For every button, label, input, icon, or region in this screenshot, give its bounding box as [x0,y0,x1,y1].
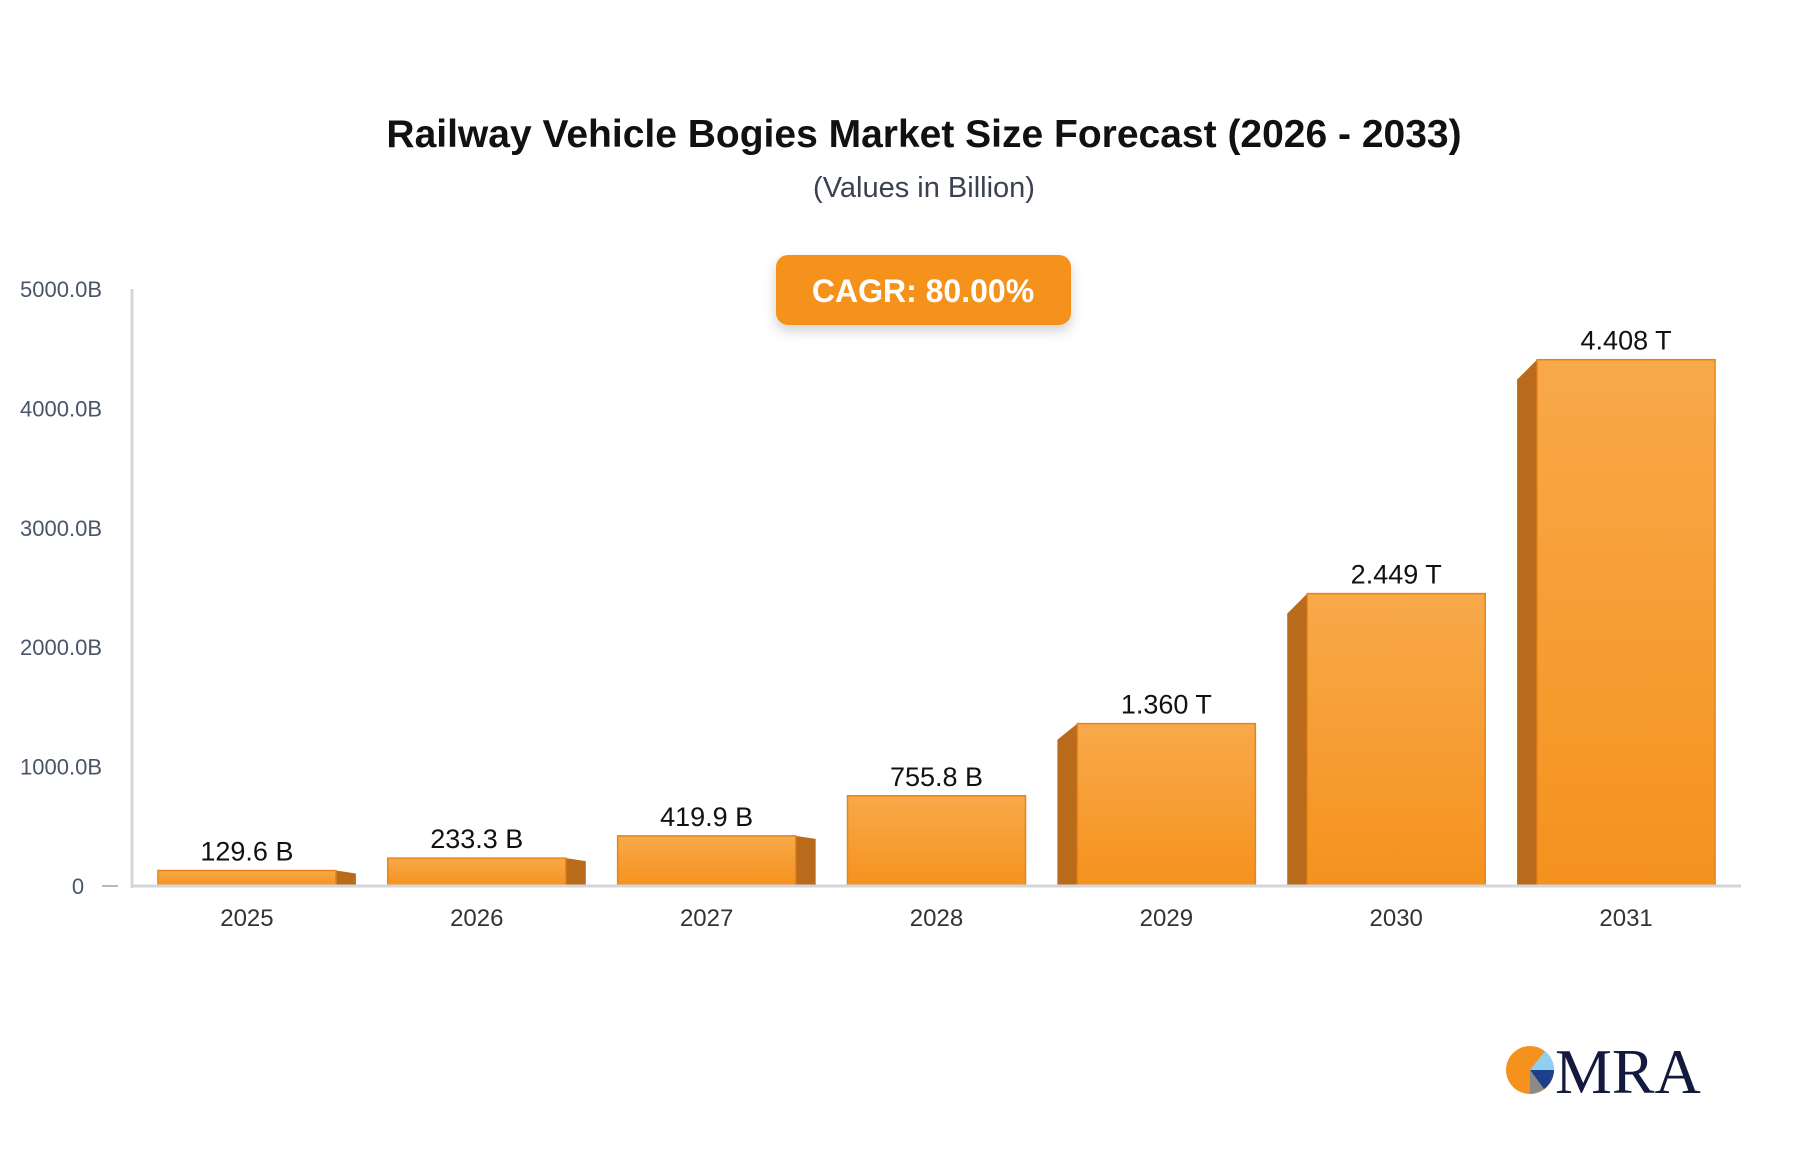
data-label: 233.3 B [430,824,523,854]
x-tick-label: 2026 [450,905,503,932]
bar-front [1076,722,1257,887]
bar-front [1536,358,1716,887]
x-tick-label: 2025 [220,905,273,932]
y-tick-label: 2000.0B [20,635,102,660]
data-label: 129.6 B [200,837,293,867]
y-tick-label: 1000.0B [20,755,102,780]
y-tick-label: 0 [72,874,84,899]
data-label: 2.449 T [1351,560,1442,590]
bar-2026: 233.3 B [387,824,586,887]
bar-side [335,870,356,886]
bar-front [1306,592,1486,887]
bar-front [616,835,797,887]
chart-title: Railway Vehicle Bogies Market Size Forec… [386,113,1461,156]
bar-side [1057,723,1078,886]
bar-front [157,869,337,887]
data-label: 419.9 B [660,802,753,832]
bar-2030: 2.449 T [1287,560,1486,887]
bar-front [387,857,567,887]
y-axis: 0 1000.0B 2000.0B 3000.0B 4000.0B 5000.0B [20,277,134,899]
y-tick-label: 3000.0B [20,516,102,541]
x-tick-label: 2028 [910,905,963,932]
bar-side [1517,359,1538,886]
x-tick-label: 2030 [1370,905,1423,932]
data-label: 755.8 B [890,762,983,792]
x-tick-label: 2031 [1599,905,1652,932]
cagr-badge-bg [776,255,1071,325]
bar-side [1287,593,1308,886]
bar-side [795,835,816,886]
y-tick-label: 5000.0B [20,277,102,302]
cagr-text: CAGR: 80.00% [812,273,1034,309]
bar-2031: 4.408 T [1517,326,1716,887]
x-tick-label: 2027 [680,905,733,932]
bar-2025: 129.6 B [157,837,356,887]
y-tick-label: 4000.0B [20,396,102,421]
chart-subtitle: (Values in Billion) [813,172,1035,204]
bar-2027: 419.9 B [616,802,816,887]
x-axis: 2025 2026 2027 2028 2029 2030 2031 [132,884,1741,932]
bar-side [565,858,586,886]
bar-2028: 755.8 B [846,762,1027,887]
bars: 129.6 B 233.3 B 419.9 B 755.8 B 1.360 T 2.449… [157,326,1716,887]
logo-text: MRA [1555,1036,1701,1107]
x-tick-label: 2029 [1140,905,1193,932]
data-label: 4.408 T [1581,326,1672,356]
mra-logo: MRA [1506,1036,1701,1107]
cagr-badge: CAGR: 80.00% [776,255,1071,325]
data-label: 1.360 T [1121,690,1212,720]
bar-front [846,795,1027,887]
bar-2029: 1.360 T [1057,690,1257,887]
